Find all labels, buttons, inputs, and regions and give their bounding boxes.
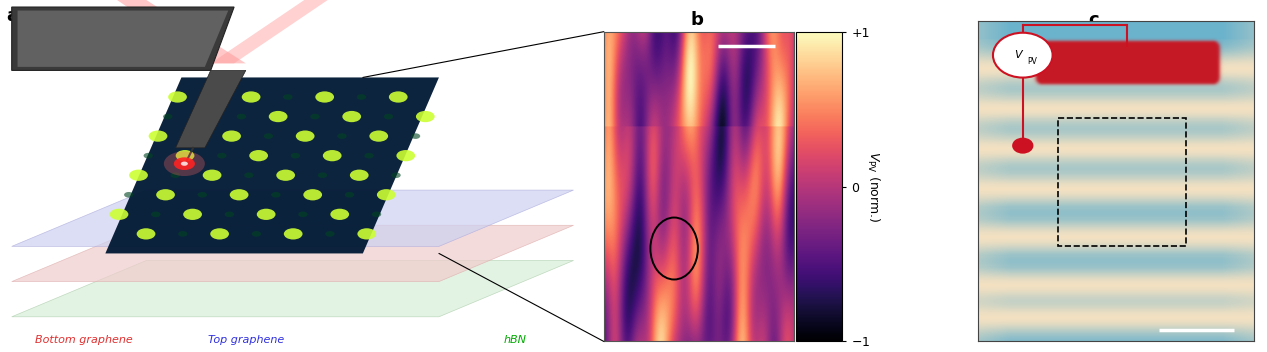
- Circle shape: [252, 231, 261, 237]
- Circle shape: [1012, 138, 1034, 154]
- Circle shape: [284, 94, 293, 100]
- Circle shape: [411, 133, 421, 139]
- Circle shape: [151, 212, 161, 217]
- Text: $V_\mathregular{PV}$ (norm.): $V_\mathregular{PV}$ (norm.): [865, 151, 881, 222]
- Circle shape: [190, 133, 199, 139]
- Circle shape: [276, 170, 295, 181]
- Circle shape: [198, 192, 207, 197]
- Circle shape: [365, 153, 374, 158]
- Text: Top graphene: Top graphene: [208, 335, 284, 345]
- Circle shape: [224, 212, 234, 217]
- Polygon shape: [11, 7, 234, 70]
- Polygon shape: [176, 70, 246, 148]
- Bar: [1058, 118, 1186, 246]
- Text: c: c: [1088, 11, 1100, 29]
- Circle shape: [195, 111, 214, 122]
- Text: $V$: $V$: [1015, 48, 1025, 59]
- Circle shape: [345, 192, 355, 197]
- Circle shape: [174, 157, 195, 170]
- Circle shape: [342, 111, 361, 122]
- Circle shape: [389, 92, 408, 103]
- Circle shape: [271, 192, 280, 197]
- Polygon shape: [117, 0, 246, 63]
- Circle shape: [222, 131, 241, 142]
- Circle shape: [179, 231, 188, 237]
- Circle shape: [315, 92, 334, 103]
- Circle shape: [257, 209, 275, 220]
- Circle shape: [392, 172, 400, 178]
- Circle shape: [337, 133, 347, 139]
- Circle shape: [217, 153, 227, 158]
- Circle shape: [295, 131, 314, 142]
- Circle shape: [284, 228, 303, 239]
- Circle shape: [237, 114, 246, 119]
- Circle shape: [143, 153, 153, 158]
- Text: a: a: [6, 7, 18, 25]
- Circle shape: [176, 150, 194, 161]
- Polygon shape: [11, 225, 574, 282]
- Circle shape: [416, 111, 435, 122]
- Circle shape: [163, 114, 172, 119]
- Circle shape: [169, 92, 188, 103]
- Circle shape: [242, 92, 261, 103]
- Circle shape: [250, 150, 269, 161]
- Circle shape: [203, 170, 222, 181]
- Circle shape: [323, 150, 342, 161]
- Circle shape: [303, 189, 322, 200]
- Circle shape: [171, 172, 180, 178]
- Polygon shape: [11, 260, 574, 317]
- Text: hBN: hBN: [503, 335, 527, 345]
- Polygon shape: [210, 0, 328, 63]
- Circle shape: [993, 33, 1053, 77]
- Circle shape: [137, 228, 156, 239]
- Circle shape: [357, 228, 376, 239]
- Circle shape: [350, 170, 369, 181]
- Circle shape: [370, 131, 388, 142]
- Circle shape: [384, 114, 393, 119]
- Polygon shape: [11, 190, 574, 246]
- Polygon shape: [18, 11, 228, 67]
- Circle shape: [357, 94, 366, 100]
- Text: PV: PV: [1028, 57, 1038, 66]
- Circle shape: [269, 111, 288, 122]
- Circle shape: [371, 212, 381, 217]
- Circle shape: [156, 189, 175, 200]
- Circle shape: [331, 209, 350, 220]
- Circle shape: [245, 172, 253, 178]
- Circle shape: [163, 151, 205, 176]
- Circle shape: [290, 153, 300, 158]
- Circle shape: [318, 172, 327, 178]
- Text: b: b: [691, 11, 703, 29]
- Circle shape: [264, 133, 274, 139]
- Circle shape: [326, 231, 334, 237]
- Circle shape: [110, 209, 128, 220]
- Circle shape: [181, 162, 188, 166]
- Circle shape: [298, 212, 308, 217]
- Circle shape: [129, 170, 148, 181]
- Circle shape: [397, 150, 416, 161]
- Circle shape: [229, 189, 248, 200]
- Text: Bottom graphene: Bottom graphene: [35, 335, 133, 345]
- Polygon shape: [105, 77, 438, 253]
- Circle shape: [210, 228, 229, 239]
- Circle shape: [148, 131, 167, 142]
- Circle shape: [184, 209, 201, 220]
- Circle shape: [310, 114, 319, 119]
- Circle shape: [209, 94, 219, 100]
- Circle shape: [124, 192, 133, 197]
- Circle shape: [376, 189, 395, 200]
